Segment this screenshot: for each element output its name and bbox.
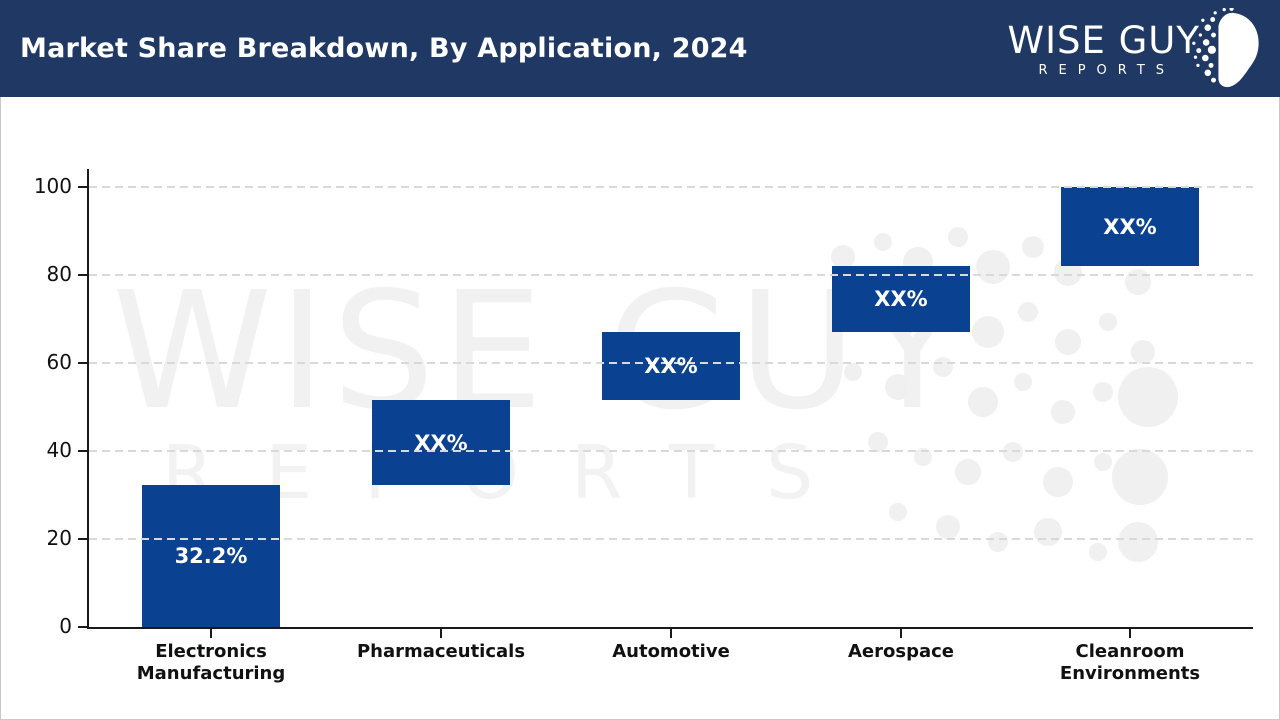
y-axis-tick-label: 60 bbox=[46, 350, 72, 374]
bar-value-label: XX% bbox=[644, 354, 698, 379]
bar-1 bbox=[142, 485, 280, 627]
x-axis-tick bbox=[900, 629, 902, 638]
y-axis-line bbox=[87, 169, 89, 629]
x-axis-tick bbox=[440, 629, 442, 638]
chart-title: Market Share Breakdown, By Application, … bbox=[20, 33, 748, 64]
bar-value-label: XX% bbox=[1103, 214, 1157, 239]
category-label: Electronics Manufacturing bbox=[136, 641, 286, 684]
watermark-wordmark: WISE GUY bbox=[112, 258, 968, 446]
y-axis-tick bbox=[78, 450, 87, 452]
gridline-60 bbox=[89, 362, 1253, 364]
bar-3 bbox=[602, 332, 740, 400]
category-label: Aerospace bbox=[847, 641, 954, 662]
category-label: Cleanroom Environments bbox=[1059, 641, 1201, 684]
x-axis-tick bbox=[210, 629, 212, 638]
bar-value-label: XX% bbox=[414, 430, 468, 455]
gridline-80 bbox=[89, 274, 1253, 276]
y-axis-tick bbox=[78, 362, 87, 364]
x-axis-tick bbox=[670, 629, 672, 638]
y-axis-tick-label: 40 bbox=[46, 438, 72, 462]
bar-4 bbox=[832, 266, 970, 333]
header-banner: Market Share Breakdown, By Application, … bbox=[0, 0, 1280, 97]
y-axis-tick-label: 80 bbox=[46, 262, 72, 286]
brand-logo-text: WISE GUY REPORTS bbox=[1007, 18, 1200, 78]
bar-5 bbox=[1061, 187, 1199, 267]
category-label: Pharmaceuticals bbox=[356, 641, 526, 662]
gridline-100 bbox=[89, 186, 1253, 188]
y-axis-tick-label: 100 bbox=[33, 174, 72, 198]
gridline-40 bbox=[89, 450, 1253, 452]
y-axis-tick bbox=[78, 538, 87, 540]
bar-value-label: XX% bbox=[874, 287, 928, 312]
gridline-20 bbox=[89, 538, 1253, 540]
x-axis-line bbox=[87, 627, 1253, 629]
brand-name: WISE GUY bbox=[1007, 18, 1200, 62]
brand-subtitle: REPORTS bbox=[1038, 62, 1176, 78]
bar-2 bbox=[372, 399, 510, 486]
y-axis-tick bbox=[78, 626, 87, 628]
y-axis-tick bbox=[78, 186, 87, 188]
x-axis-tick bbox=[1129, 629, 1131, 638]
category-label: Automotive bbox=[612, 641, 730, 662]
bar-value-label: 32.2% bbox=[174, 544, 248, 569]
y-axis-tick bbox=[78, 274, 87, 276]
y-axis-tick-label: 20 bbox=[46, 526, 72, 550]
face-profile-logo-icon bbox=[1192, 8, 1259, 88]
brand-logo: WISE GUY REPORTS bbox=[1008, 8, 1262, 90]
y-axis-tick-label: 0 bbox=[59, 614, 72, 638]
